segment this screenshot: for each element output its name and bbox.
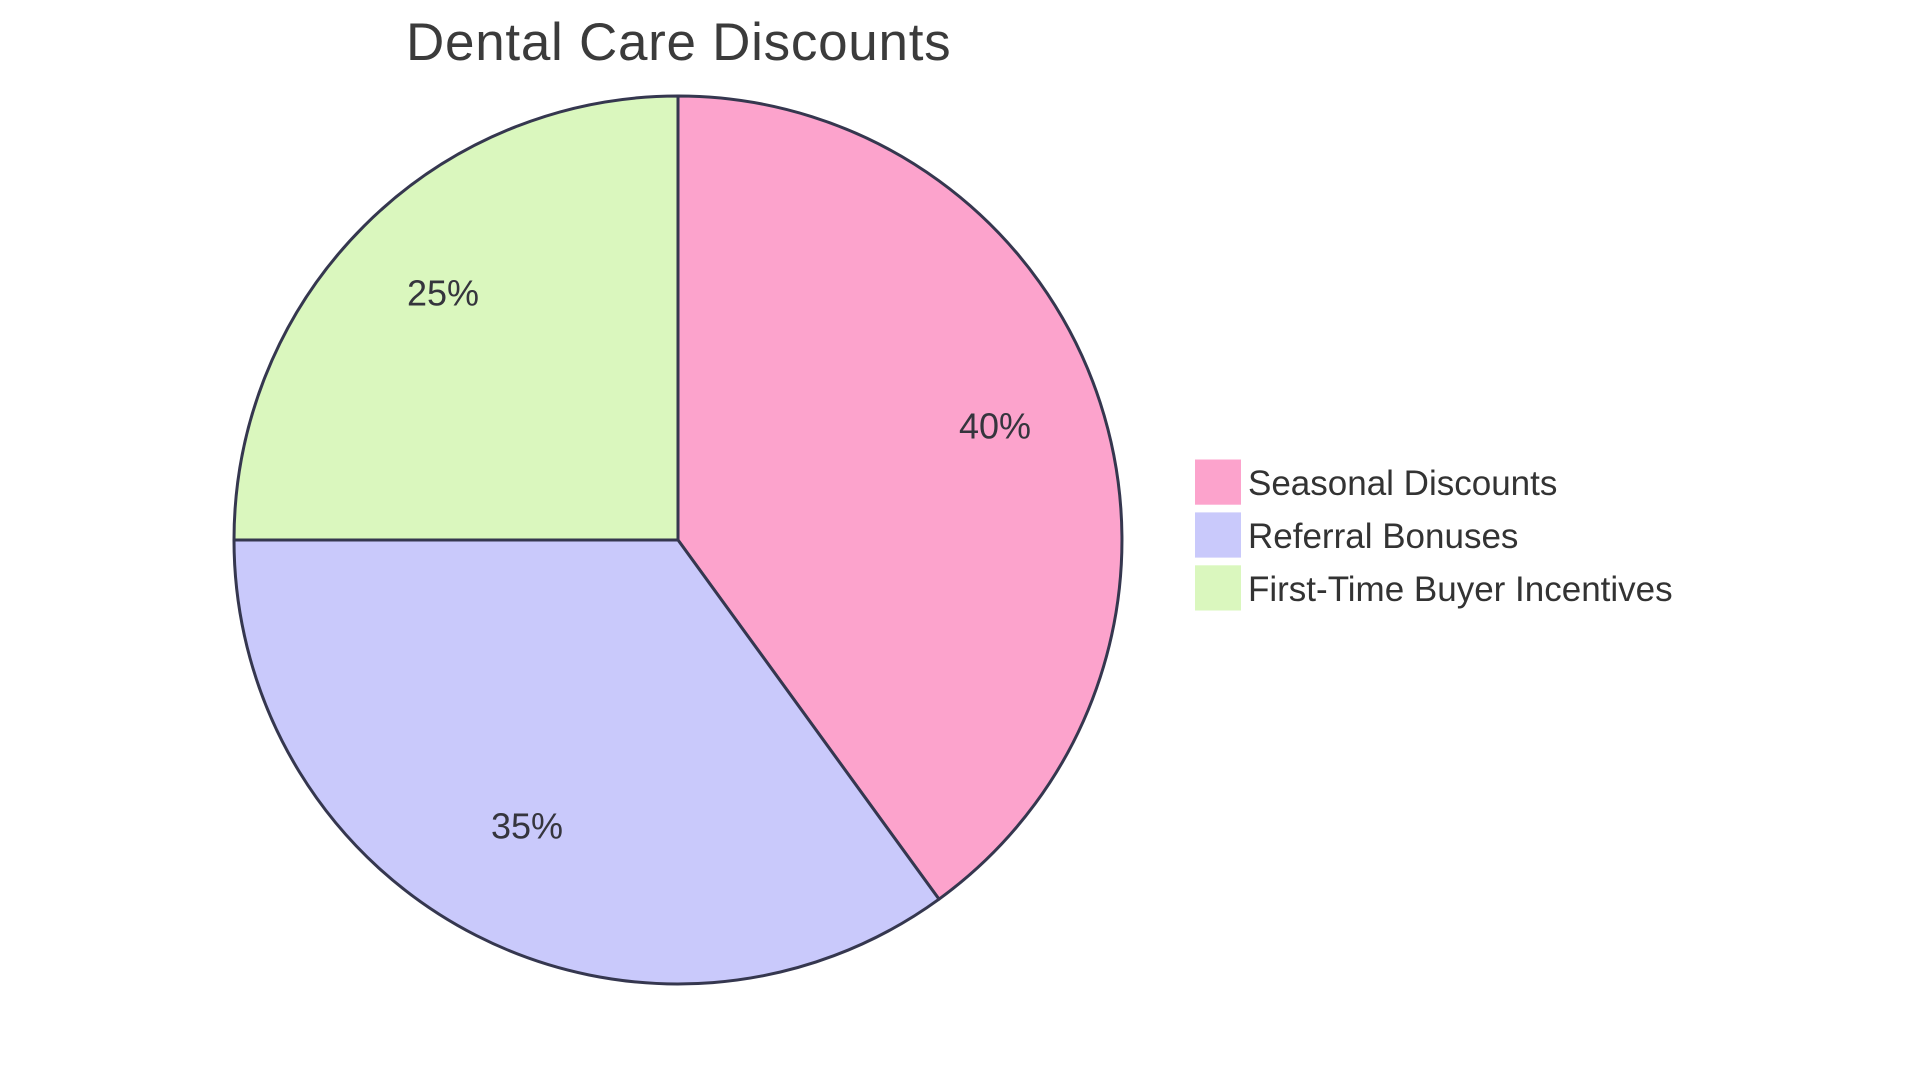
svg-text:Seasonal Discounts: Seasonal Discounts	[1248, 464, 1557, 503]
svg-text:35%: 35%	[491, 806, 563, 847]
svg-text:25%: 25%	[407, 273, 479, 314]
svg-text:Dental Care Discounts: Dental Care Discounts	[406, 13, 951, 72]
svg-text:First-Time Buyer Incentives: First-Time Buyer Incentives	[1248, 570, 1673, 609]
svg-text:Referral Bonuses: Referral Bonuses	[1248, 517, 1518, 556]
svg-text:40%: 40%	[959, 406, 1031, 447]
